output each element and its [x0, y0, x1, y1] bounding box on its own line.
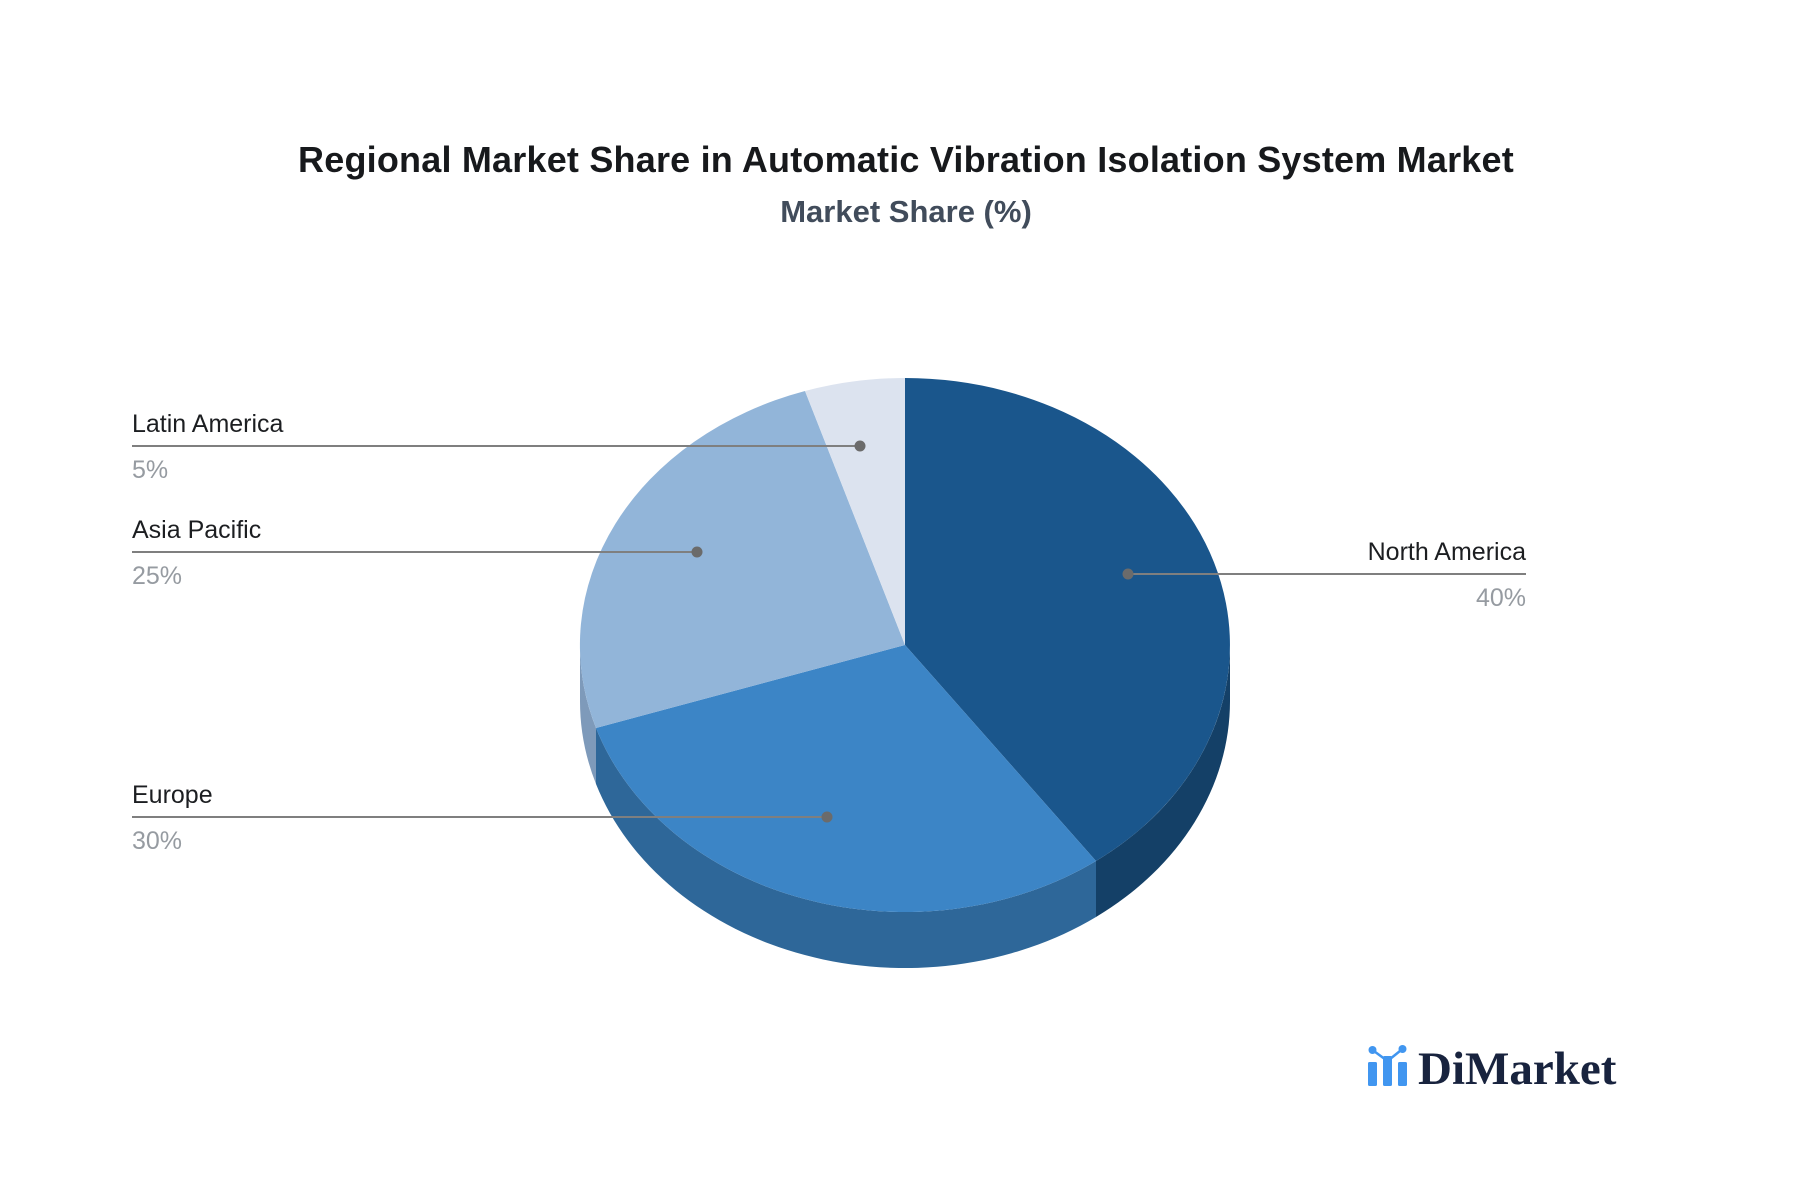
dimarket-logo-icon	[1368, 1045, 1407, 1086]
slice-pct-latin-america: 5%	[132, 456, 169, 484]
pie-side-europe	[596, 728, 1096, 969]
slice-pct-north-america: 40%	[1475, 584, 1526, 612]
leader-dot-north-america	[1122, 568, 1134, 580]
pie-slice-latin-america	[805, 378, 905, 645]
slice-label-asia-pacific: Asia Pacific	[132, 516, 262, 544]
leader-dot-europe	[821, 811, 833, 823]
slice-label-north-america: North America	[1367, 538, 1526, 566]
chart-title: Regional Market Share in Automatic Vibra…	[298, 139, 1514, 180]
pie-slice-asia-pacific	[579, 391, 905, 728]
pie-slice-europe	[596, 645, 1096, 913]
slice-label-latin-america: Latin America	[132, 410, 284, 438]
leader-dot-latin-america	[854, 440, 866, 452]
leader-dot-asia-pacific	[691, 546, 703, 558]
pie-slice-north-america	[905, 378, 1230, 861]
pie-side-asia-pacific	[579, 645, 596, 784]
pie-side-north-america	[1096, 645, 1230, 917]
dimarket-logo-text: DiMarket	[1418, 1043, 1617, 1095]
slice-pct-asia-pacific: 25%	[132, 562, 183, 590]
chart-subtitle: Market Share (%)	[780, 194, 1032, 229]
slice-pct-europe: 30%	[132, 827, 183, 855]
slice-label-europe: Europe	[132, 781, 213, 809]
